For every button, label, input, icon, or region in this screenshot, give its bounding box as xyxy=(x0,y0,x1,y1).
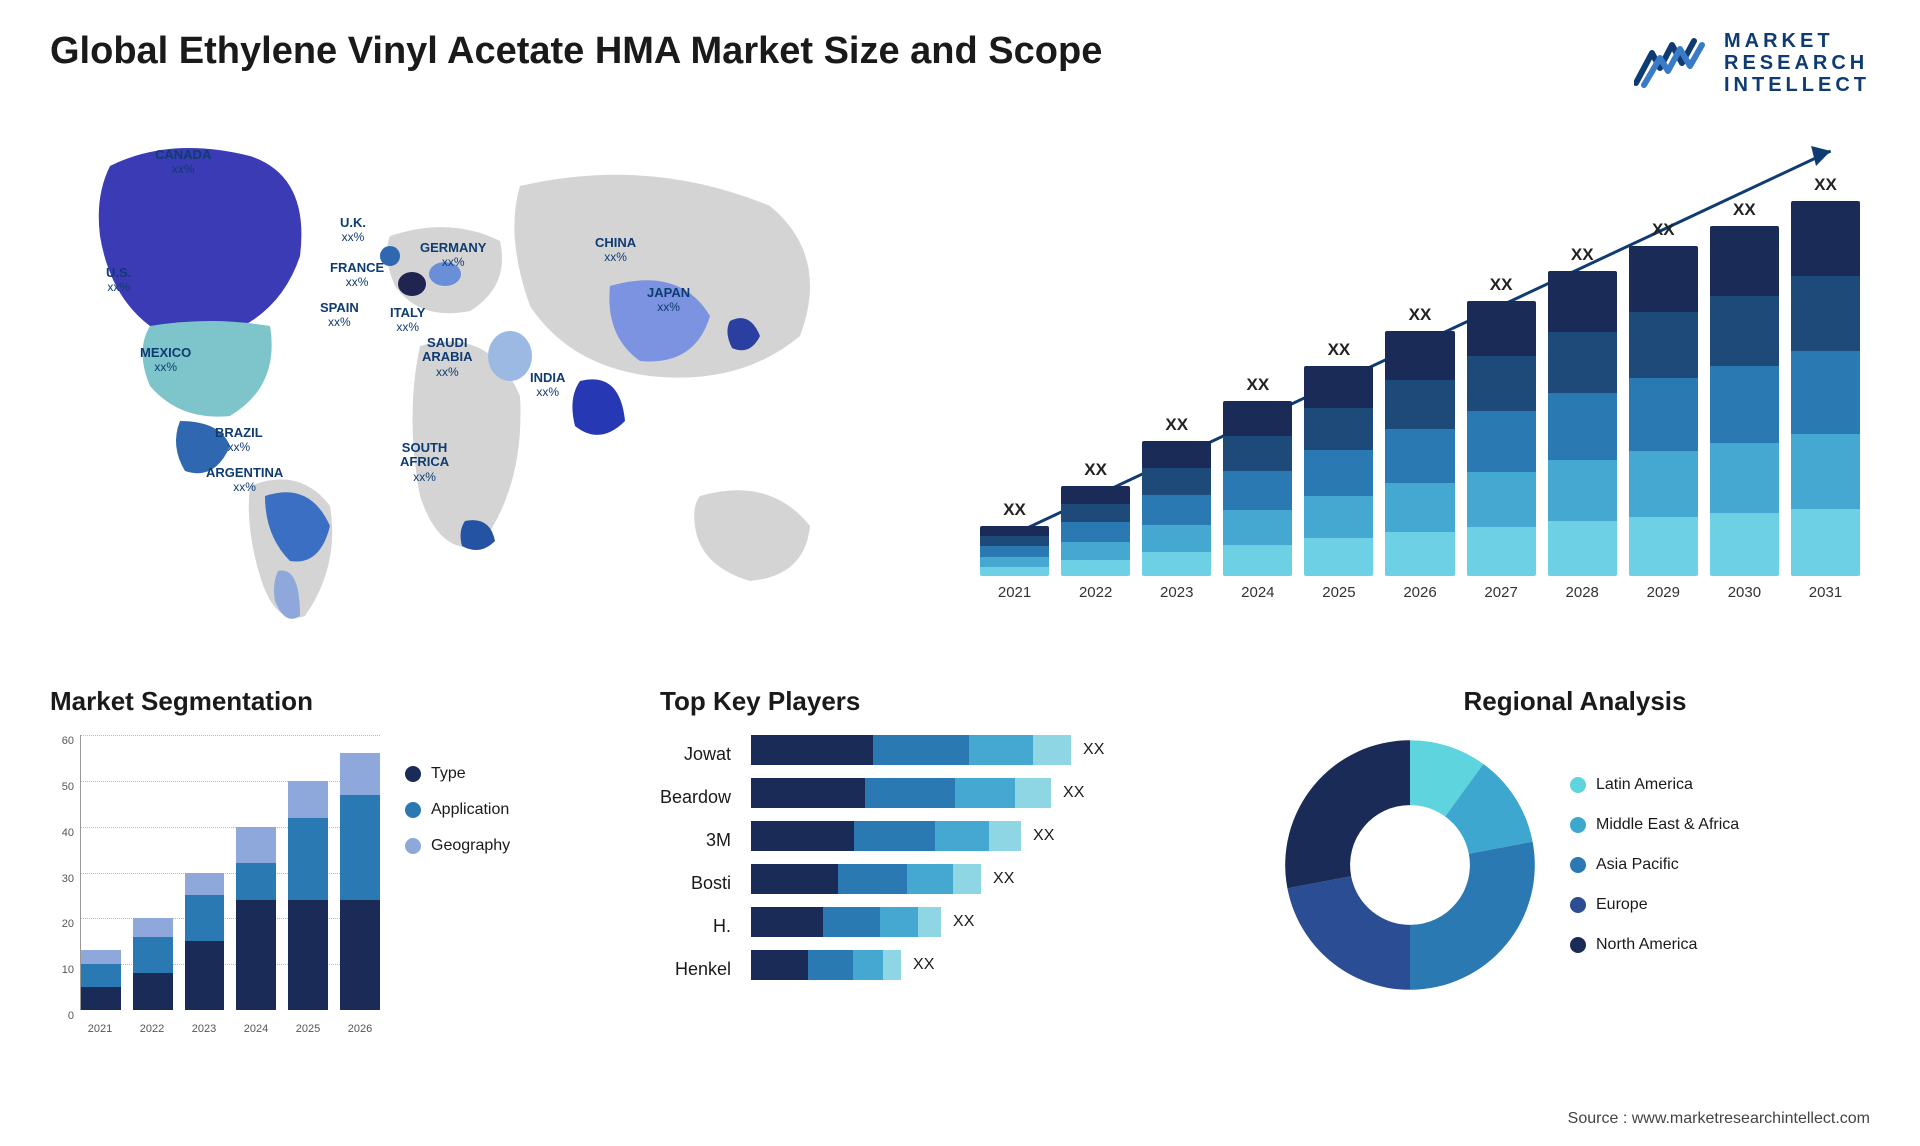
map-label-southafrica: SOUTHAFRICAxx% xyxy=(400,441,449,484)
regional-panel: Regional Analysis Latin America Middle Ea… xyxy=(1280,686,1870,1035)
player-name-henkel: Henkel xyxy=(660,954,731,984)
map-label-france: FRANCExx% xyxy=(330,261,384,290)
regional-legend-latinamerica: Latin America xyxy=(1570,776,1739,794)
seg-col-2025 xyxy=(288,781,328,1010)
map-label-germany: GERMANYxx% xyxy=(420,241,486,270)
seg-legend-type: Type xyxy=(405,765,510,783)
map-label-spain: SPAINxx% xyxy=(320,301,359,330)
growth-col-2026: XX xyxy=(1385,305,1454,576)
growth-col-2021: XX xyxy=(980,500,1049,576)
map-label-saudiarabia: SAUDIARABIAxx% xyxy=(422,336,473,379)
map-region-canada xyxy=(99,148,302,344)
player-name-h: H. xyxy=(660,911,731,941)
seg-col-2023 xyxy=(185,873,225,1010)
map-label-mexico: MEXICOxx% xyxy=(140,346,191,375)
map-region-au xyxy=(694,490,810,581)
map-label-uk: U.K.xx% xyxy=(340,216,366,245)
donut-slice-europe xyxy=(1287,876,1410,990)
seg-legend-application: Application xyxy=(405,801,510,819)
map-region-france xyxy=(398,272,426,296)
seg-col-2022 xyxy=(133,918,173,1010)
seg-col-2026 xyxy=(340,753,380,1010)
world-map: CANADAxx% U.S.xx% MEXICOxx% BRAZILxx% ARGENT… xyxy=(50,126,930,646)
logo-icon xyxy=(1634,33,1714,93)
player-name-bosti: Bosti xyxy=(660,868,731,898)
players-title: Top Key Players xyxy=(660,686,1220,717)
source-footer: Source : www.marketresearchintellect.com xyxy=(1568,1110,1870,1128)
logo-text: MARKET RESEARCH INTELLECT xyxy=(1724,30,1870,96)
growth-col-2023: XX xyxy=(1142,415,1211,576)
regional-title: Regional Analysis xyxy=(1280,686,1870,717)
regional-legend-middleeastafrica: Middle East & Africa xyxy=(1570,816,1739,834)
growth-col-2024: XX xyxy=(1223,375,1292,576)
regional-donut xyxy=(1280,735,1540,995)
map-region-saudi xyxy=(488,331,532,381)
page-title: Global Ethylene Vinyl Acetate HMA Market… xyxy=(50,30,1102,73)
growth-col-2027: XX xyxy=(1467,275,1536,576)
player-name-3m: 3M xyxy=(660,825,731,855)
growth-col-2028: XX xyxy=(1548,245,1617,576)
regional-legend: Latin America Middle East & Africa Asia Pa… xyxy=(1570,776,1739,954)
growth-col-2030: XX xyxy=(1710,200,1779,576)
map-label-us: U.S.xx% xyxy=(106,266,131,295)
regional-legend-northamerica: North America xyxy=(1570,936,1739,954)
segmentation-legend: Type Application Geography xyxy=(405,735,510,1035)
player-name-jowat: Jowat xyxy=(660,739,731,769)
growth-col-2029: XX xyxy=(1629,220,1698,576)
player-name-beardow: Beardow xyxy=(660,782,731,812)
growth-chart: XXXXXXXXXXXXXXXXXXXXXX 20212022202320242… xyxy=(970,126,1870,646)
growth-col-2031: XX xyxy=(1791,175,1860,576)
donut-slice-northamerica xyxy=(1285,740,1410,888)
segmentation-title: Market Segmentation xyxy=(50,686,600,717)
growth-col-2025: XX xyxy=(1304,340,1373,576)
map-region-india xyxy=(572,379,625,435)
map-label-india: INDIAxx% xyxy=(530,371,565,400)
seg-col-2021 xyxy=(81,950,121,1010)
map-label-canada: CANADAxx% xyxy=(155,148,211,177)
map-label-brazil: BRAZILxx% xyxy=(215,426,263,455)
world-map-svg xyxy=(50,126,930,646)
map-label-italy: ITALYxx% xyxy=(390,306,425,335)
seg-col-2024 xyxy=(236,827,276,1010)
donut-slice-asiapacific xyxy=(1410,842,1535,990)
map-label-argentina: ARGENTINAxx% xyxy=(206,466,283,495)
map-label-china: CHINAxx% xyxy=(595,236,636,265)
growth-col-2022: XX xyxy=(1061,460,1130,576)
regional-legend-asiapacific: Asia Pacific xyxy=(1570,856,1739,874)
segmentation-chart: 0102030405060 202120222023202420252026 xyxy=(50,735,380,1035)
brand-logo: MARKET RESEARCH INTELLECT xyxy=(1634,30,1870,96)
seg-legend-geography: Geography xyxy=(405,837,510,855)
players-panel: Top Key Players Jowat Beardow 3M Bosti H. Hen… xyxy=(660,686,1220,1035)
segmentation-panel: Market Segmentation 0102030405060 202120… xyxy=(50,686,600,1035)
regional-legend-europe: Europe xyxy=(1570,896,1739,914)
map-label-japan: JAPANxx% xyxy=(647,286,690,315)
